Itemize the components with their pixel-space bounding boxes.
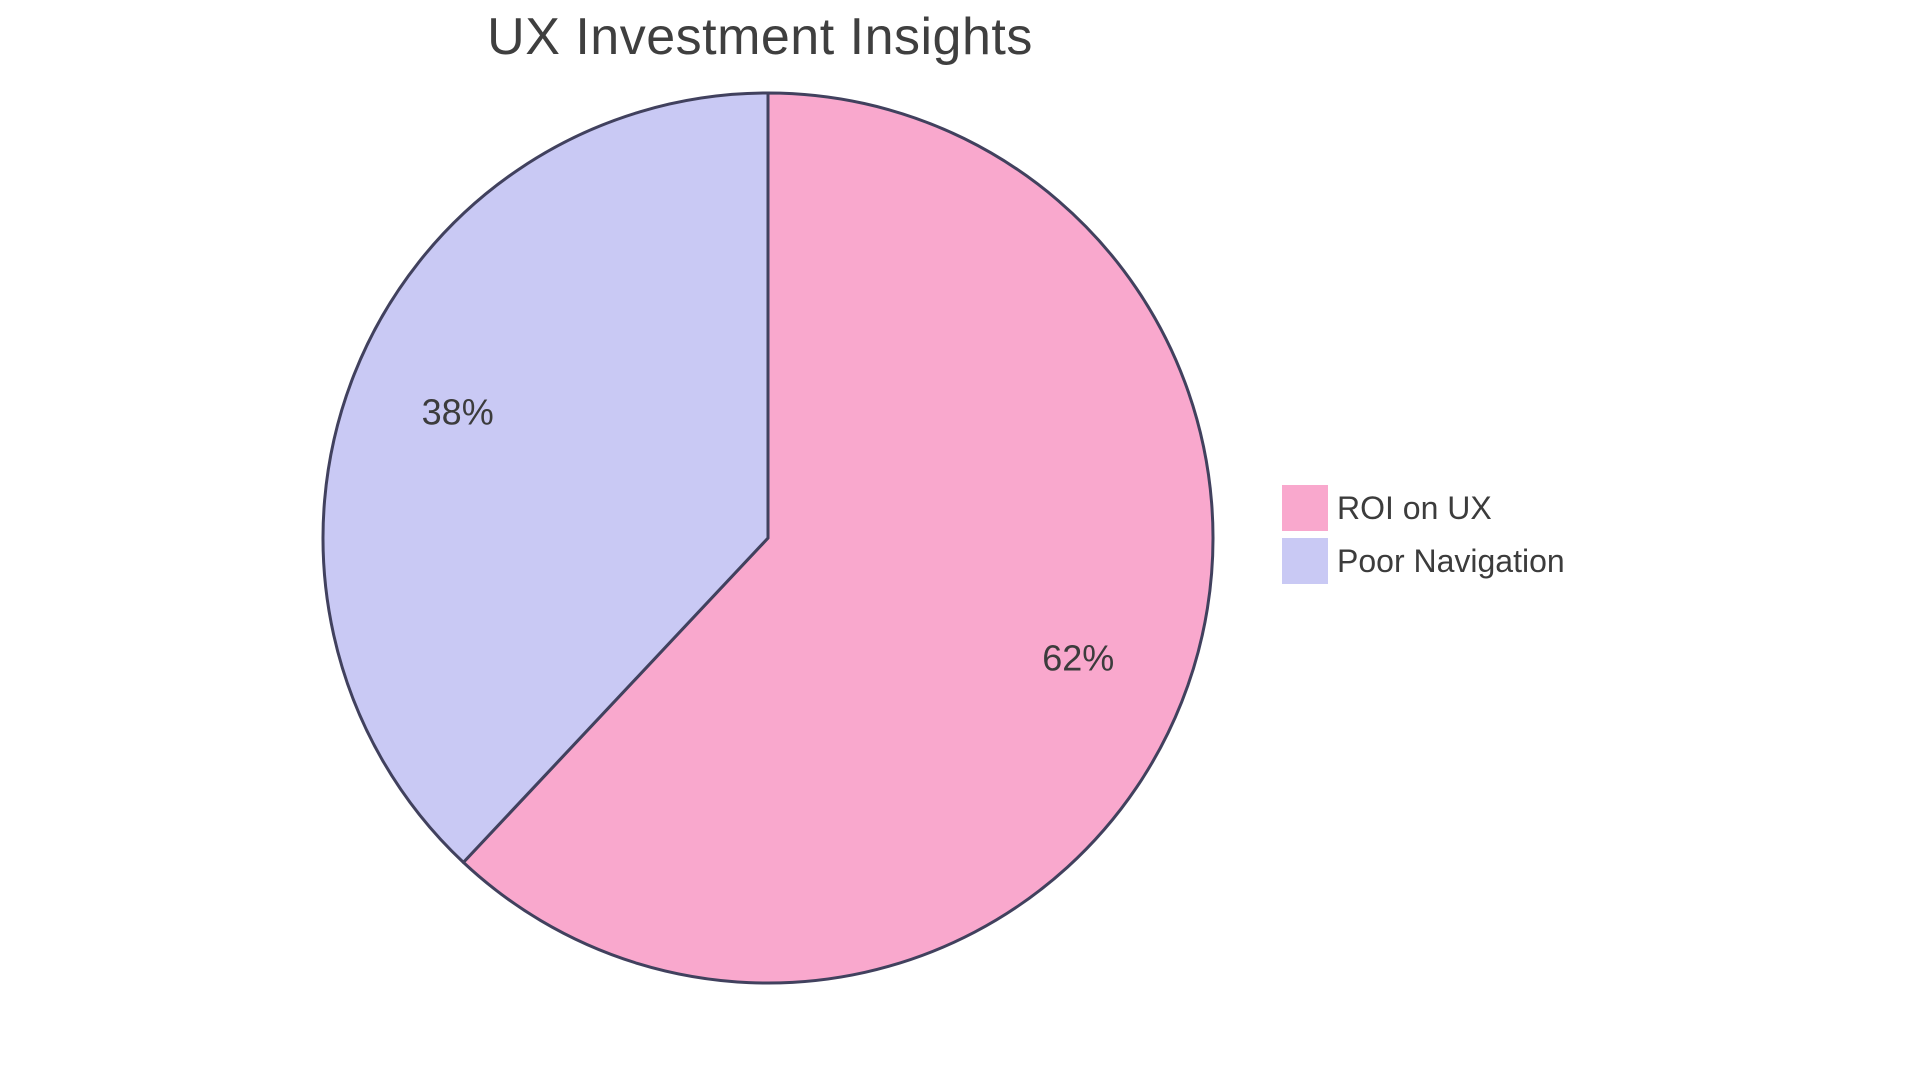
- slice-percentage-label: 38%: [422, 392, 494, 433]
- legend-swatch: [1282, 538, 1328, 584]
- chart-title: UX Investment Insights: [487, 8, 1033, 66]
- legend-label: ROI on UX: [1337, 489, 1492, 526]
- legend-item: Poor Navigation: [1282, 538, 1565, 584]
- legend-swatch: [1282, 485, 1328, 531]
- slice-labels: 62% 38%: [422, 392, 1115, 679]
- legend: ROI on UX Poor Navigation: [1282, 485, 1565, 584]
- pie-slices: [321, 91, 1215, 985]
- slice-percentage-label: 62%: [1042, 637, 1114, 678]
- legend-label: Poor Navigation: [1337, 542, 1565, 579]
- legend-item: ROI on UX: [1282, 485, 1565, 531]
- pie-slice: [461, 91, 1215, 985]
- pie-slice: [321, 91, 770, 864]
